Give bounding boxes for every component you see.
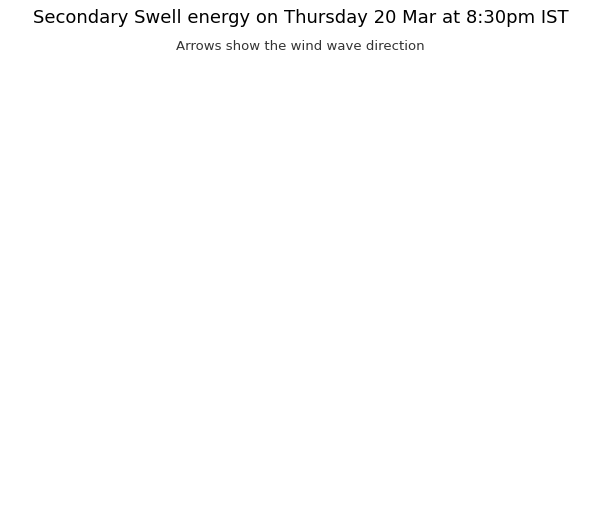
Text: Arrows show the wind wave direction: Arrows show the wind wave direction [176,39,425,53]
Text: Secondary Swell energy on Thursday 20 Mar at 8:30pm IST: Secondary Swell energy on Thursday 20 Ma… [32,9,569,28]
